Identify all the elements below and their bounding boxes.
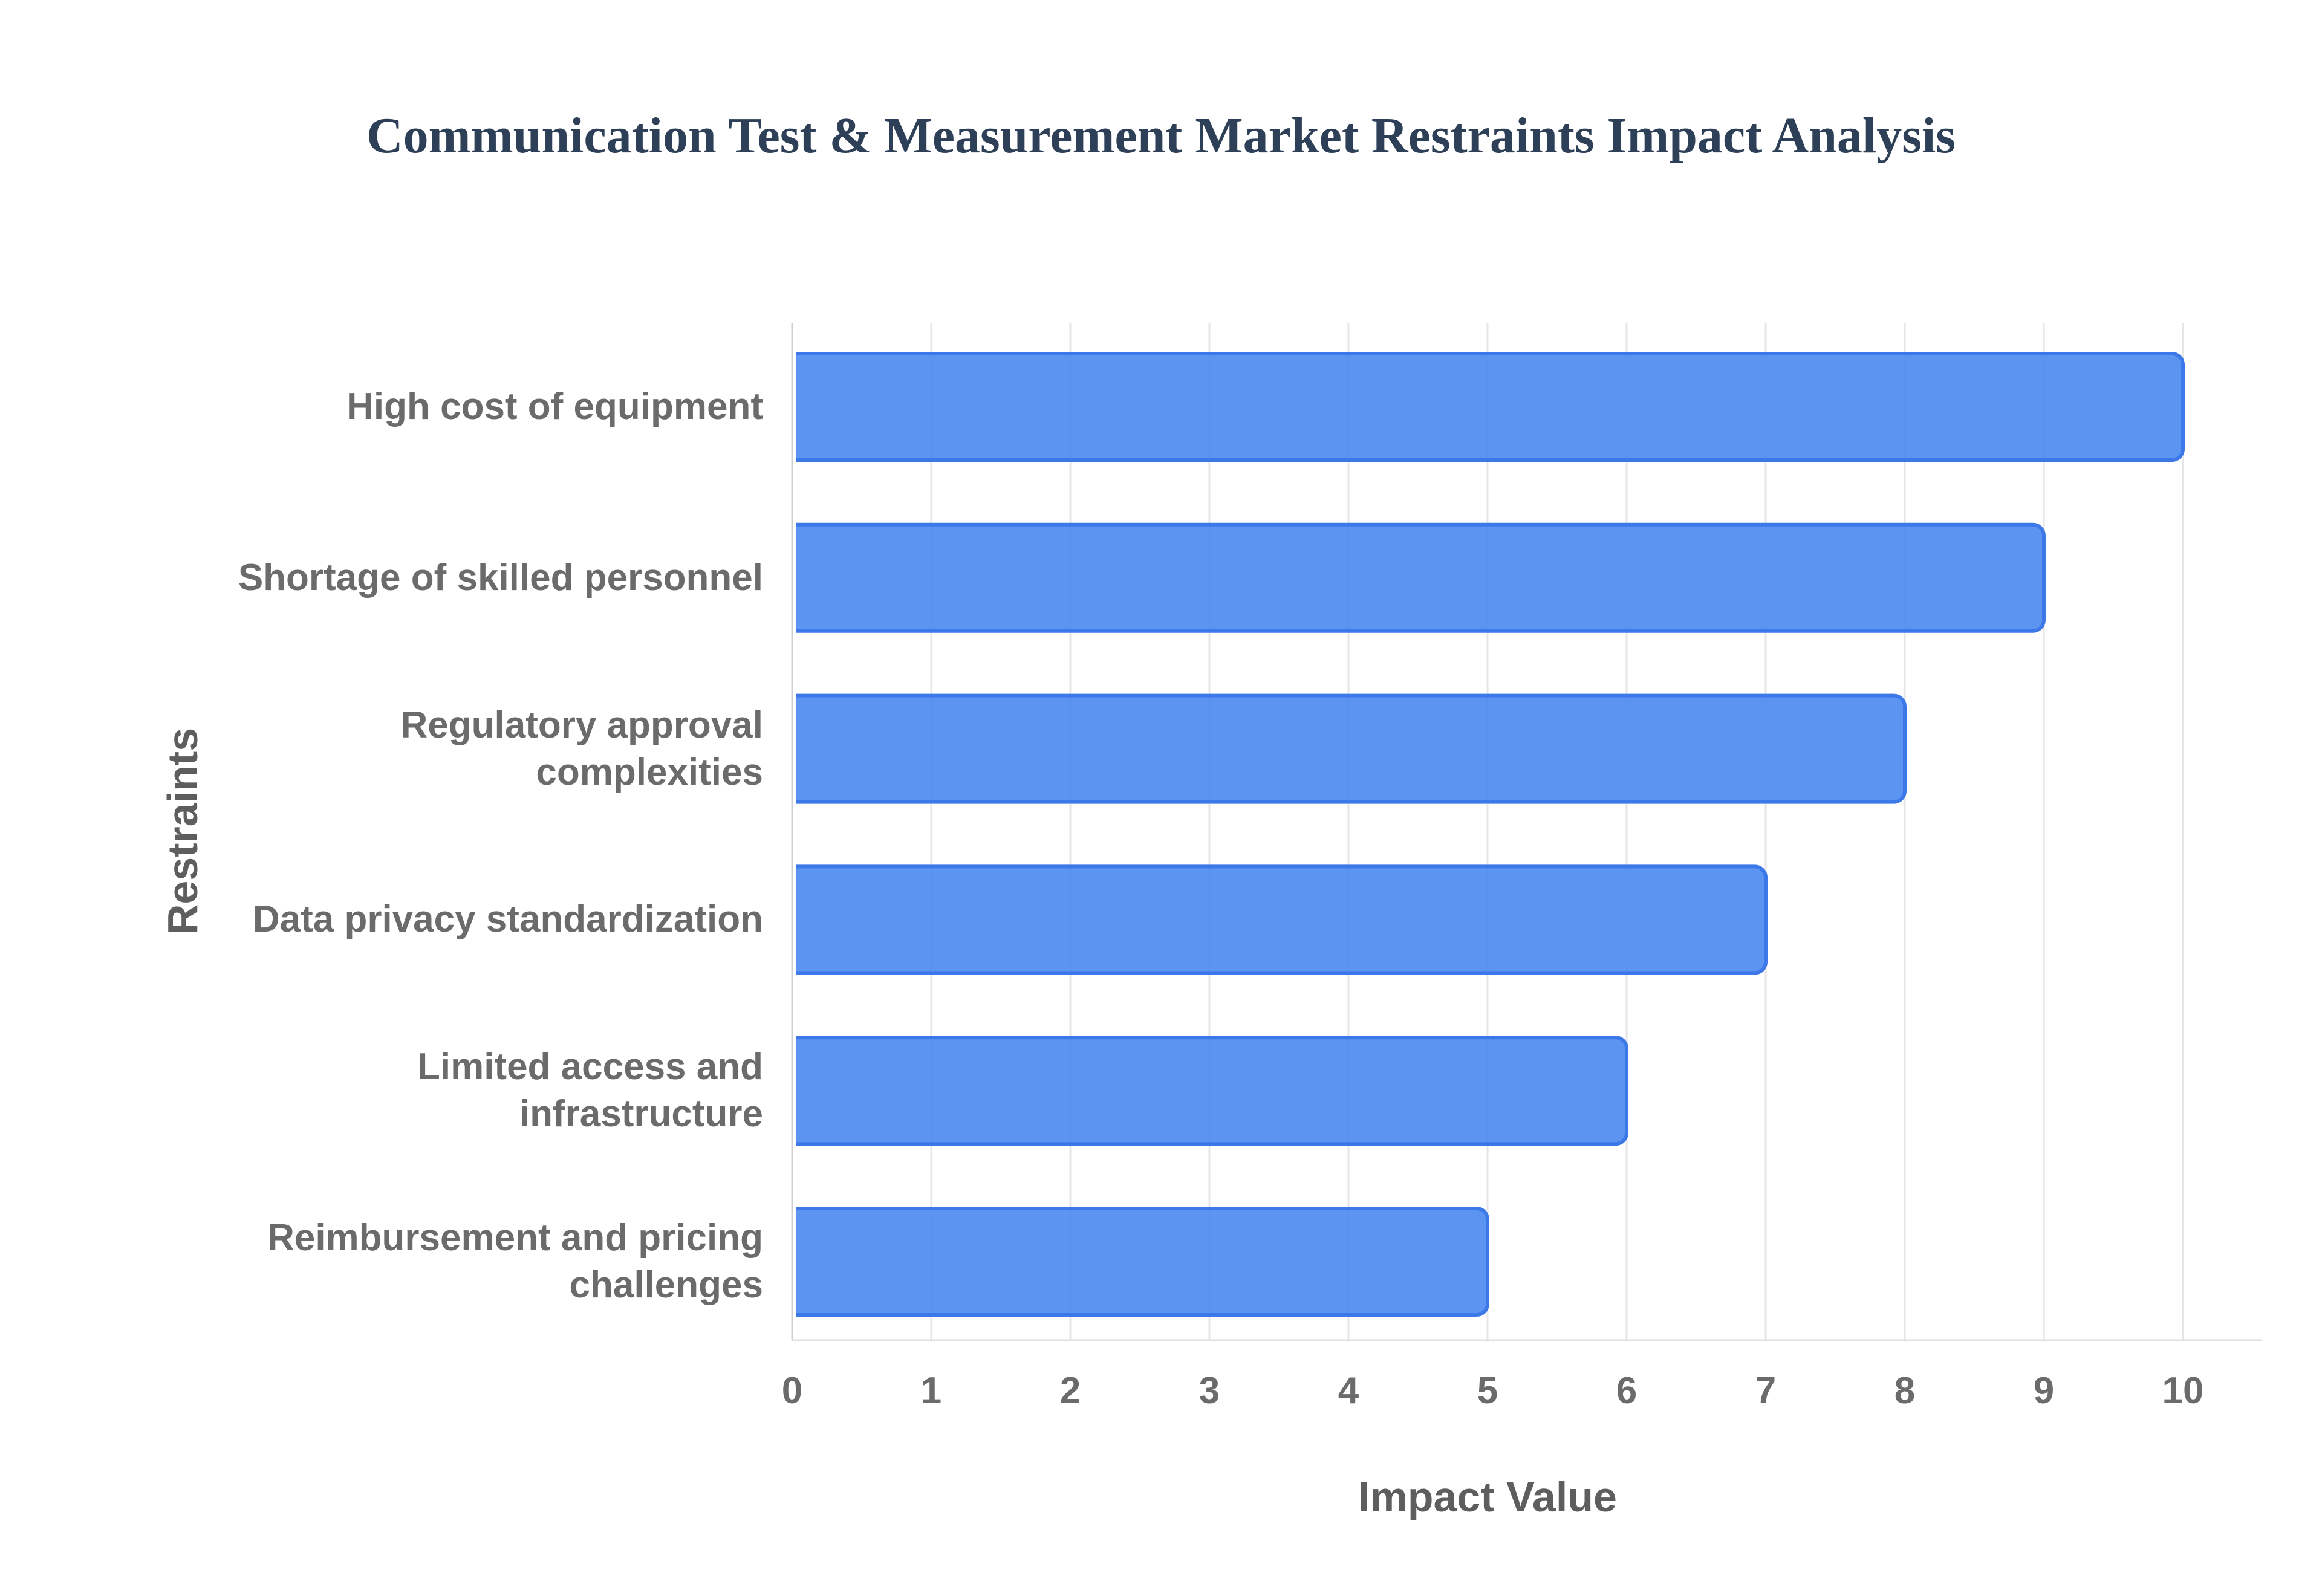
x-tick-label: 10 [2162, 1370, 2204, 1412]
category-label: Regulatory approval complexities [98, 702, 763, 796]
category-label-line: High cost of equipment [346, 386, 763, 427]
x-tick-label: 1 [920, 1370, 942, 1412]
category-label-line: Reimbursement and pricing [267, 1217, 763, 1259]
bar[interactable] [796, 1208, 1488, 1315]
x-tick-label: 8 [1894, 1370, 1916, 1412]
x-tick-label: 2 [1059, 1370, 1081, 1412]
bar[interactable] [796, 695, 1905, 802]
category-label: High cost of equipment [98, 383, 763, 430]
category-label: Limited access and infrastructure [98, 1043, 763, 1138]
bar[interactable] [796, 354, 2183, 460]
bar-border [796, 1036, 1628, 1146]
bar[interactable] [796, 866, 1766, 973]
category-label-line: complexities [536, 751, 763, 793]
x-tick-label: 3 [1198, 1370, 1220, 1412]
bar-border [796, 352, 2185, 462]
bar-border [796, 1207, 1489, 1317]
category-label-line: Shortage of skilled personnel [238, 557, 763, 598]
x-tick-label: 5 [1477, 1370, 1498, 1412]
x-tick-label: 4 [1338, 1370, 1359, 1412]
bar-border [796, 522, 2046, 633]
bar-border [796, 693, 1907, 804]
x-axis-title: Impact Value [1358, 1473, 1617, 1520]
category-label-line: infrastructure [519, 1093, 763, 1135]
category-label-line: Data privacy standardization [252, 898, 763, 940]
category-label: Shortage of skilled personnel [98, 554, 763, 602]
category-label-line: challenges [569, 1264, 763, 1306]
x-tick-label: 7 [1755, 1370, 1777, 1412]
category-label-line: Limited access and [417, 1046, 763, 1088]
chart-title: Communication Test & Measurement Market … [366, 108, 1956, 164]
bar[interactable] [796, 1037, 1627, 1144]
bar[interactable] [796, 524, 2044, 631]
y-axis-title: Restraints [159, 727, 206, 935]
category-label: Reimbursement and pricing challenges [98, 1215, 763, 1309]
category-label-line: Regulatory approval [400, 704, 763, 746]
x-tick-label: 6 [1616, 1370, 1637, 1412]
x-tick-label: 9 [2033, 1370, 2055, 1412]
category-label: Data privacy standardization [98, 896, 763, 943]
x-tick-label: 0 [781, 1370, 803, 1412]
bar-border [796, 864, 1768, 975]
